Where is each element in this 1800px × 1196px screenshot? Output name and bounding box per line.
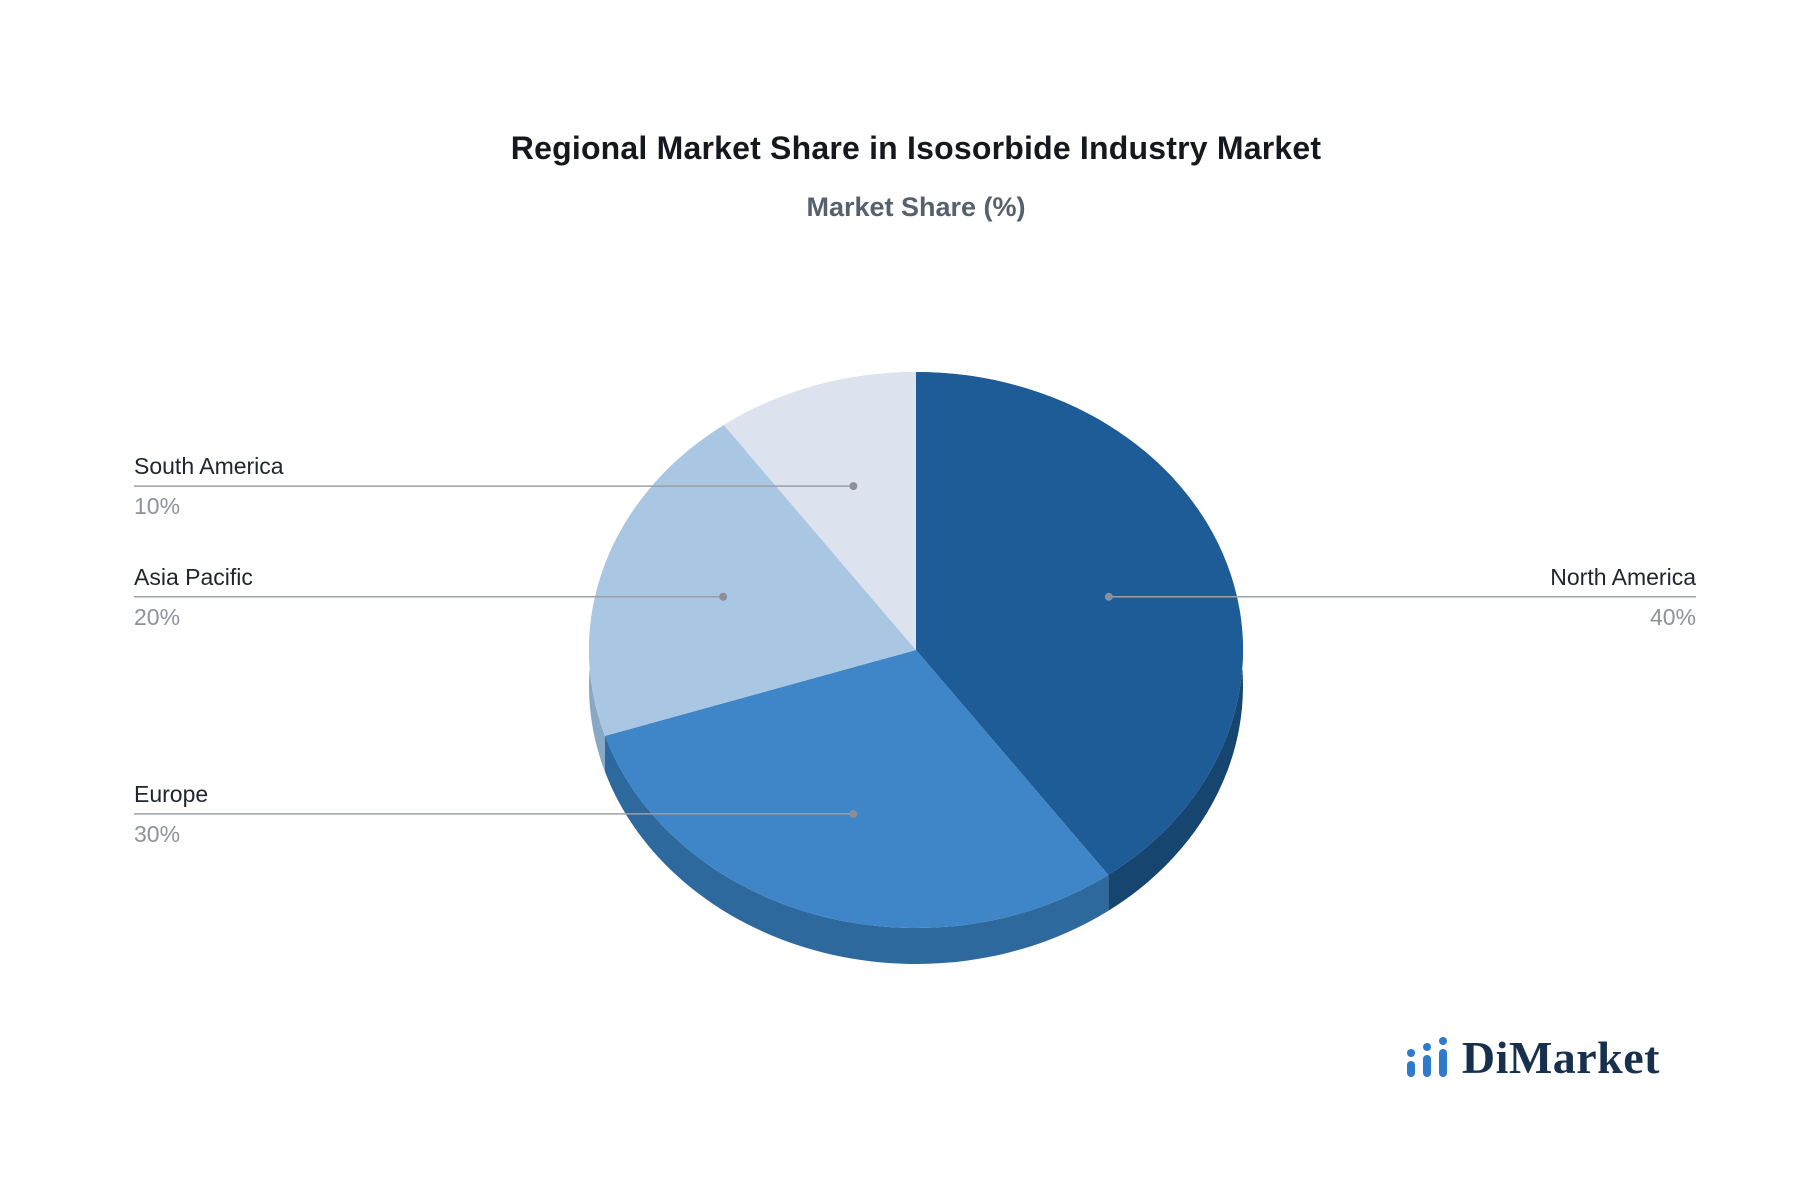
- pie-slice-south-america[interactable]: [723, 372, 916, 650]
- chart-title: Regional Market Share in Isosorbide Indu…: [510, 130, 1322, 166]
- pie-label-north-america: North America 40%: [1176, 563, 1696, 631]
- pie-slice-side-europe: [605, 735, 1109, 965]
- pie-label-text: South America: [134, 453, 284, 480]
- pie-label-value: 10%: [134, 493, 181, 520]
- pie-slice-asia-pacific[interactable]: [588, 425, 916, 736]
- pie-label-text: Europe: [134, 780, 209, 807]
- pie-label-asia-pacific: Asia Pacific 20%: [134, 563, 654, 631]
- pie-label-value: 20%: [134, 603, 181, 630]
- pie-label-value: 30%: [134, 820, 181, 847]
- pie-label-value: 40%: [1649, 603, 1696, 630]
- pie-label-europe: Europe 30%: [134, 780, 654, 848]
- leader-dot: [849, 482, 858, 491]
- pie-label-text: North America: [1550, 563, 1696, 590]
- pie-slice-europe[interactable]: [605, 650, 1109, 929]
- chart-subtitle: Market Share (%): [806, 192, 1026, 222]
- dimarket-logo: DiMarket: [1404, 1032, 1660, 1084]
- leader-dot: [719, 592, 728, 601]
- leader-dot: [849, 809, 858, 818]
- pie-slice-north-america[interactable]: [916, 372, 1244, 875]
- leader-dot: [1104, 592, 1113, 601]
- pie-label-text: Asia Pacific: [134, 563, 253, 590]
- pie-label-south-america: South America 10%: [134, 452, 654, 520]
- bar-chart-icon: [1406, 1037, 1447, 1077]
- logo-text: DiMarket: [1461, 1032, 1660, 1083]
